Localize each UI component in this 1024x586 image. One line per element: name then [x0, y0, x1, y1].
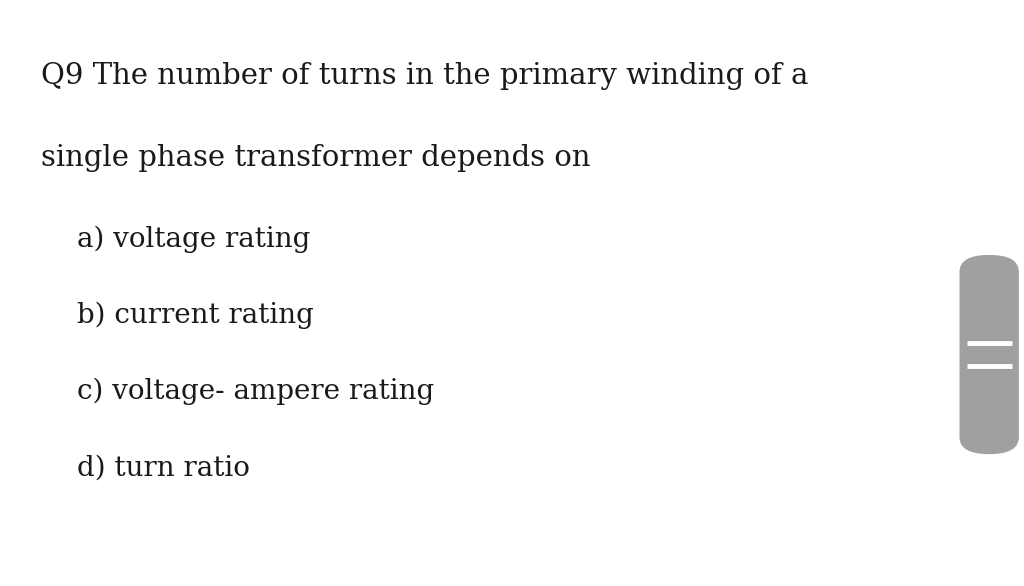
Text: c) voltage- ampere rating: c) voltage- ampere rating: [77, 378, 434, 406]
Text: single phase transformer depends on: single phase transformer depends on: [41, 144, 591, 172]
Text: b) current rating: b) current rating: [77, 302, 313, 329]
Text: a) voltage rating: a) voltage rating: [77, 226, 310, 253]
Text: d) turn ratio: d) turn ratio: [77, 454, 250, 481]
FancyBboxPatch shape: [959, 255, 1019, 454]
Text: Q9 The number of turns in the primary winding of a: Q9 The number of turns in the primary wi…: [41, 62, 809, 90]
